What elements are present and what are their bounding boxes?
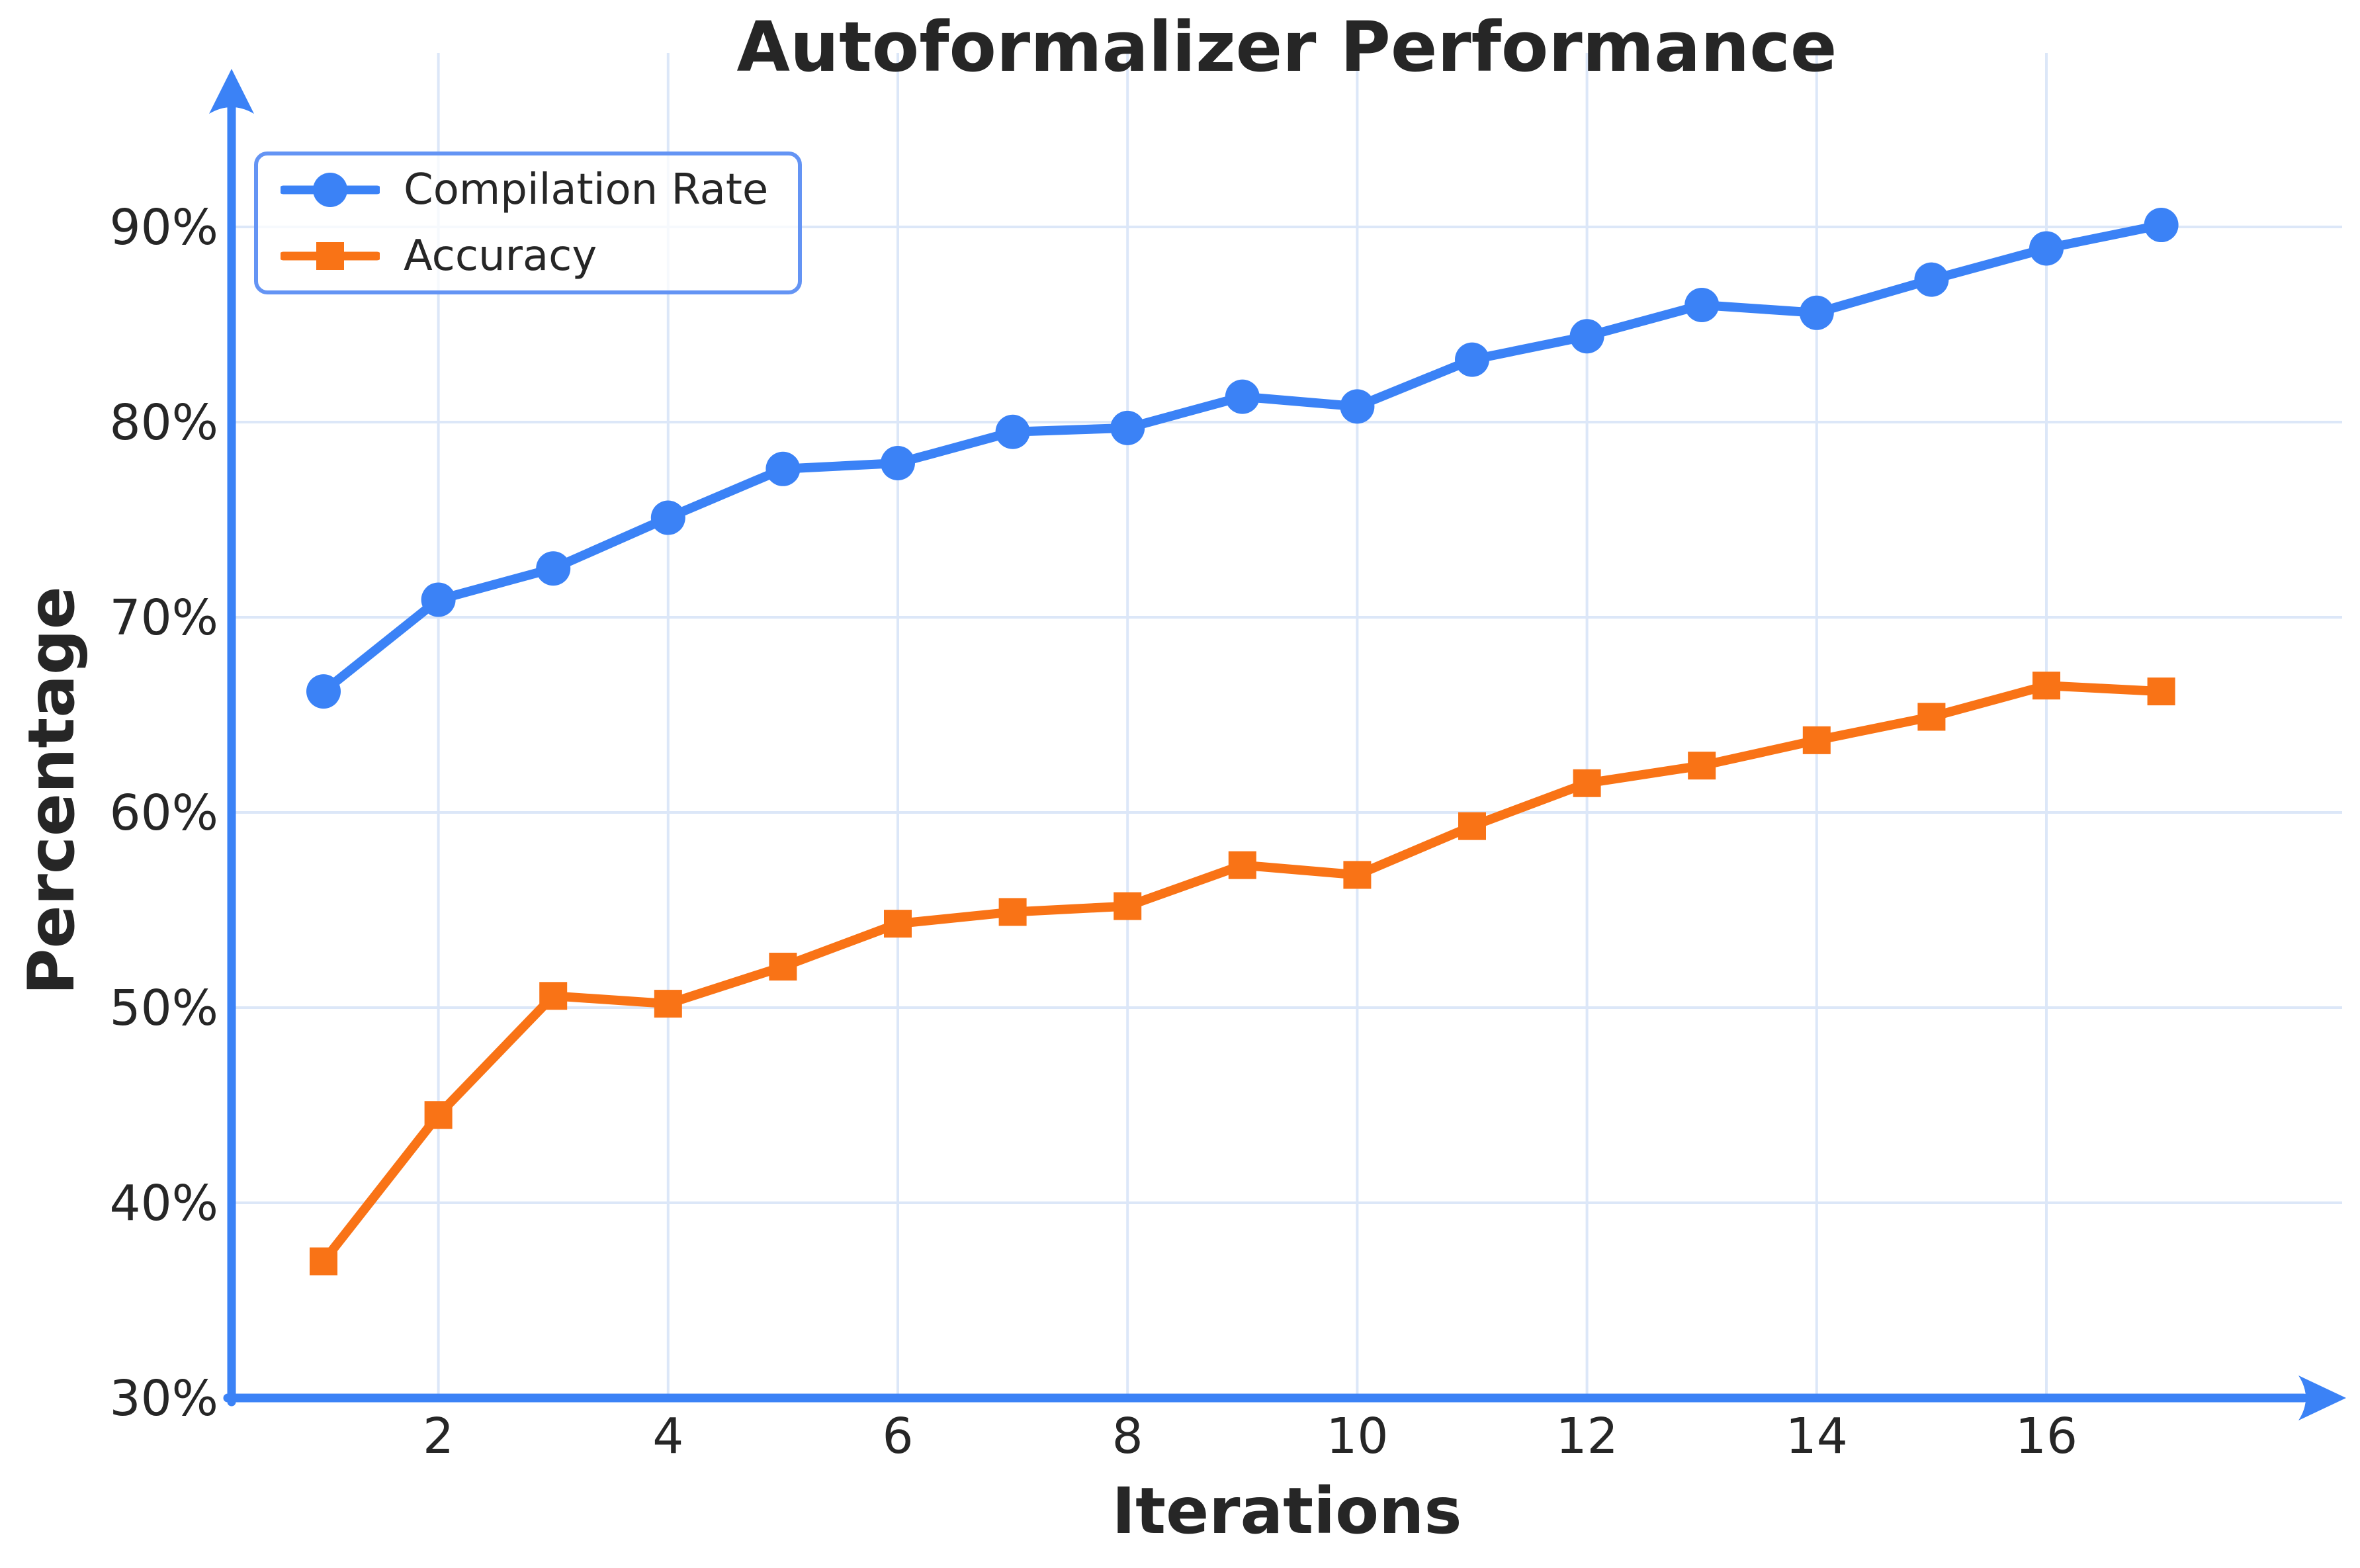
data-point-marker [1917, 703, 1946, 731]
x-tick-label: 2 [423, 1408, 454, 1465]
y-tick-label: 60% [110, 785, 218, 842]
y-tick-label: 50% [110, 980, 218, 1037]
legend-line-circle-icon [281, 173, 380, 207]
x-tick-label: 4 [652, 1408, 683, 1465]
y-tick-label: 80% [110, 394, 218, 451]
x-tick-label: 16 [2015, 1408, 2077, 1465]
data-point-marker [1343, 861, 1372, 889]
data-point-marker [1110, 410, 1145, 445]
data-point-marker [765, 451, 801, 486]
data-point-marker [1458, 812, 1486, 840]
data-point-marker [1228, 851, 1256, 879]
x-tick-label: 6 [882, 1408, 913, 1465]
data-point-marker [1340, 389, 1375, 424]
legend-line-square-icon [281, 242, 380, 270]
data-point-marker [424, 1101, 453, 1129]
data-point-marker [421, 582, 456, 617]
data-point-marker [654, 990, 682, 1018]
chart-title: Autoformalizer Performance [736, 7, 1837, 87]
data-point-marker [2147, 677, 2175, 706]
data-point-marker [881, 445, 915, 480]
x-tick-label: 8 [1112, 1408, 1143, 1465]
data-point-marker [1225, 379, 1260, 414]
data-point-marker [1914, 262, 1949, 297]
x-tick-label: 10 [1326, 1408, 1388, 1465]
data-point-marker [2144, 208, 2179, 243]
x-tick-label: 12 [1556, 1408, 1618, 1465]
y-axis-label: Percentage [15, 586, 89, 995]
series-compilation-rate [306, 208, 2179, 709]
data-point-marker [1802, 726, 1831, 754]
y-tick-label: 90% [110, 199, 218, 256]
data-point-marker [995, 414, 1030, 449]
tick-labels: 30% 40% 50% 60% 70% 80% 90% 2 4 6 8 10 12 14 16 [110, 199, 2078, 1465]
data-point-marker [650, 500, 685, 535]
data-point-marker [769, 953, 797, 981]
legend-label: Compilation Rate [404, 165, 769, 214]
x-tick-label: 14 [1786, 1408, 1848, 1465]
axes [209, 69, 2346, 1420]
data-point-marker [1573, 769, 1601, 797]
data-point-marker [1684, 288, 1720, 322]
data-point-marker [998, 898, 1027, 926]
y-tick-label: 70% [110, 589, 218, 646]
data-point-marker [1799, 295, 1834, 330]
legend-item-accuracy: Accuracy [281, 226, 798, 286]
legend-item-compilation-rate: Compilation Rate [281, 159, 798, 220]
data-point-marker [1114, 892, 1142, 920]
legend: Compilation Rate Accuracy [254, 152, 802, 294]
data-point-marker [310, 1247, 337, 1276]
y-tick-label: 30% [110, 1370, 218, 1427]
data-point-marker [2029, 231, 2064, 266]
data-point-marker [1569, 319, 1604, 354]
x-axis-label: Iterations [1112, 1474, 1462, 1548]
data-point-marker [1455, 342, 1489, 377]
data-point-marker [2032, 672, 2060, 700]
data-point-marker [306, 674, 341, 709]
y-tick-label: 40% [110, 1175, 218, 1232]
legend-label: Accuracy [404, 232, 597, 281]
data-point-marker [536, 551, 571, 586]
data-point-marker [539, 982, 568, 1010]
data-point-marker [1688, 752, 1716, 780]
series-accuracy [310, 672, 2175, 1276]
data-point-marker [884, 910, 912, 938]
